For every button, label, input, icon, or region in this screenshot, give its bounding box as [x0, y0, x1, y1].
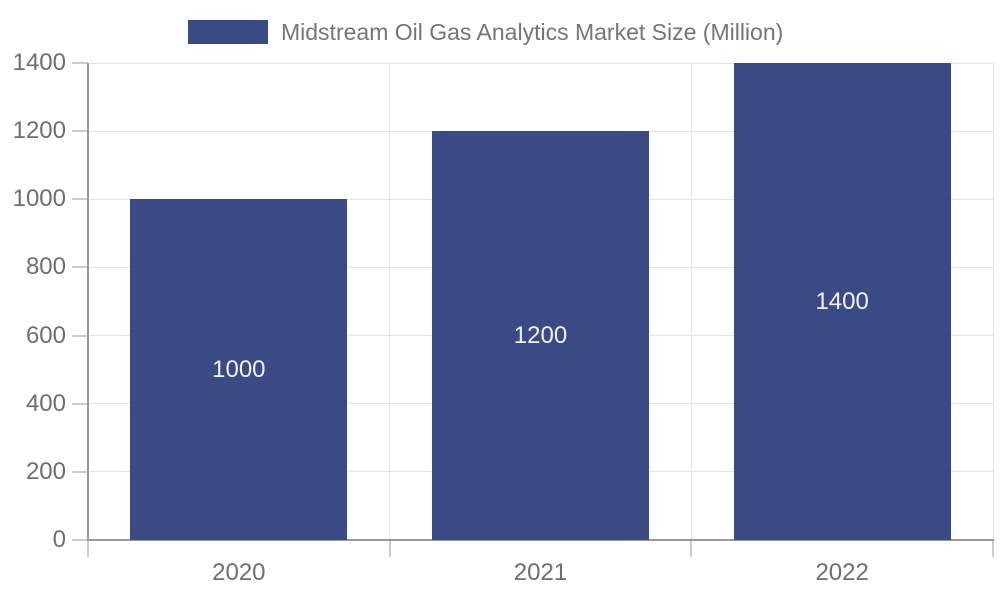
x-tick	[992, 541, 994, 557]
y-tick	[72, 130, 88, 133]
x-gridline	[389, 63, 391, 540]
y-axis-line	[87, 63, 89, 541]
legend-label: Midstream Oil Gas Analytics Market Size …	[281, 19, 784, 45]
x-tick-label-2021: 2021	[513, 559, 568, 586]
y-tick	[72, 402, 88, 405]
x-tick-label-2022: 2022	[815, 559, 869, 586]
y-tick	[72, 266, 88, 269]
bar-2022[interactable]: 1400	[733, 63, 951, 540]
y-tick-label: 1400	[12, 49, 66, 76]
y-tick-label: 0	[52, 526, 66, 553]
bar-2020[interactable]: 1000	[130, 199, 348, 540]
x-tick	[690, 541, 693, 557]
x-tick-label-2020: 2020	[212, 559, 266, 586]
y-tick-label: 400	[25, 389, 66, 417]
x-gridline	[690, 63, 692, 540]
y-tick	[72, 334, 88, 337]
y-tick	[72, 62, 88, 64]
x-tick	[388, 541, 391, 557]
y-tick	[72, 539, 88, 541]
y-tick-label: 200	[25, 457, 66, 485]
y-tick-label: 1000	[12, 185, 66, 213]
y-tick	[72, 470, 88, 473]
bar-value-label: 1000	[212, 355, 266, 383]
legend[interactable]: Midstream Oil Gas Analytics Market Size …	[188, 18, 783, 46]
x-axis-line	[87, 539, 994, 541]
x-gridline	[992, 63, 994, 540]
y-tick-label: 800	[25, 253, 66, 281]
bar-2021[interactable]: 1200	[432, 131, 649, 540]
bar-value-label: 1200	[513, 321, 568, 349]
y-tick	[72, 198, 88, 201]
y-tick-label: 1200	[12, 117, 66, 145]
legend-swatch	[188, 20, 268, 44]
y-tick-label: 600	[25, 321, 66, 349]
y-gridline	[90, 62, 993, 64]
bar-value-label: 1400	[815, 287, 869, 315]
x-tick	[87, 541, 89, 557]
